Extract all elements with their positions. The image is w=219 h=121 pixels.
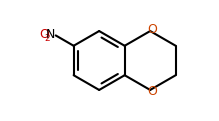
Text: N: N	[46, 28, 55, 41]
Text: O: O	[147, 85, 157, 98]
Text: O: O	[147, 23, 157, 36]
Text: 2: 2	[45, 34, 50, 43]
Text: O: O	[40, 28, 49, 41]
